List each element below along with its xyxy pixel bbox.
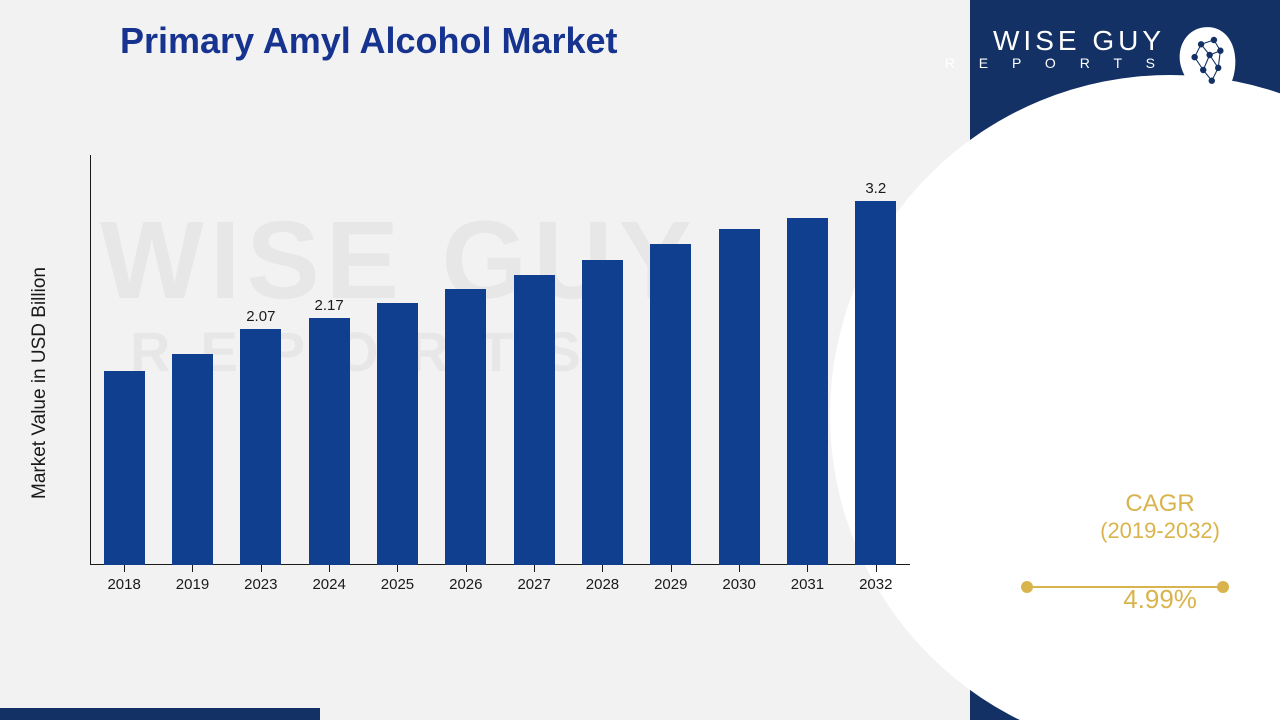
x-tick-mark (671, 565, 672, 572)
bar-slot: 2031 (773, 155, 841, 565)
bar-slot: 2027 (500, 155, 568, 565)
cagr-period: (2019-2032) (1100, 518, 1220, 544)
bar (650, 244, 691, 565)
x-tick-label: 2027 (517, 576, 550, 593)
bar (855, 201, 896, 565)
y-axis-label: Market Value in USD Billion (29, 267, 51, 499)
x-tick-mark (397, 565, 398, 572)
x-tick-label: 2029 (654, 576, 687, 593)
x-tick-mark (739, 565, 740, 572)
bar-value-label: 2.07 (246, 308, 275, 325)
x-tick-label: 2032 (859, 576, 892, 593)
x-tick-mark (466, 565, 467, 572)
x-tick-label: 2028 (586, 576, 619, 593)
canvas: WISE GUY REPORTS Primary Amyl Alcohol Ma… (0, 0, 1280, 720)
bar (719, 229, 760, 565)
x-tick-mark (329, 565, 330, 572)
bar-slot: 2.172024 (295, 155, 363, 565)
bar (309, 318, 350, 565)
x-tick-label: 2031 (791, 576, 824, 593)
chart: Market Value in USD Billion 201820192.07… (40, 155, 910, 610)
bar (514, 275, 555, 565)
x-tick-label: 2025 (381, 576, 414, 593)
bar-slot: 2030 (705, 155, 773, 565)
bar-slot: 2026 (432, 155, 500, 565)
logo-line2: R E P O R T S (945, 55, 1165, 71)
x-tick-mark (124, 565, 125, 572)
bar (172, 354, 213, 565)
bar (104, 371, 145, 565)
page-title: Primary Amyl Alcohol Market (120, 20, 618, 62)
bar-slot: 2025 (363, 155, 431, 565)
cagr-block: CAGR (2019-2032) 4.99% (1100, 490, 1220, 615)
bars-container: 201820192.0720232.1720242025202620272028… (90, 155, 910, 565)
bar (377, 303, 418, 565)
x-tick-label: 2026 (449, 576, 482, 593)
x-tick-mark (192, 565, 193, 572)
bar-slot: 2018 (90, 155, 158, 565)
bar-slot: 2019 (158, 155, 226, 565)
x-tick-mark (602, 565, 603, 572)
cagr-label: CAGR (1100, 490, 1220, 518)
logo-line1: WISE GUY (945, 25, 1165, 57)
bar-value-label: 2.17 (315, 297, 344, 314)
bar (582, 260, 623, 565)
bar (787, 218, 828, 565)
x-tick-mark (807, 565, 808, 572)
x-tick-label: 2023 (244, 576, 277, 593)
x-tick-mark (876, 565, 877, 572)
bar-value-label: 3.2 (865, 180, 886, 197)
x-tick-label: 2030 (722, 576, 755, 593)
bar (445, 289, 486, 565)
cagr-divider-icon (1020, 580, 1230, 594)
bar-slot: 2028 (568, 155, 636, 565)
x-tick-label: 2019 (176, 576, 209, 593)
head-icon (1175, 25, 1240, 100)
x-tick-label: 2024 (312, 576, 345, 593)
brand-logo: WISE GUY R E P O R T S (945, 25, 1240, 100)
x-tick-mark (261, 565, 262, 572)
bottom-accent-bar (0, 708, 320, 720)
x-tick-mark (534, 565, 535, 572)
bar-slot: 3.22032 (842, 155, 910, 565)
bar (240, 329, 281, 565)
bar-slot: 2029 (637, 155, 705, 565)
bar-slot: 2.072023 (227, 155, 295, 565)
plot-area: 201820192.0720232.1720242025202620272028… (90, 155, 910, 565)
x-tick-label: 2018 (107, 576, 140, 593)
